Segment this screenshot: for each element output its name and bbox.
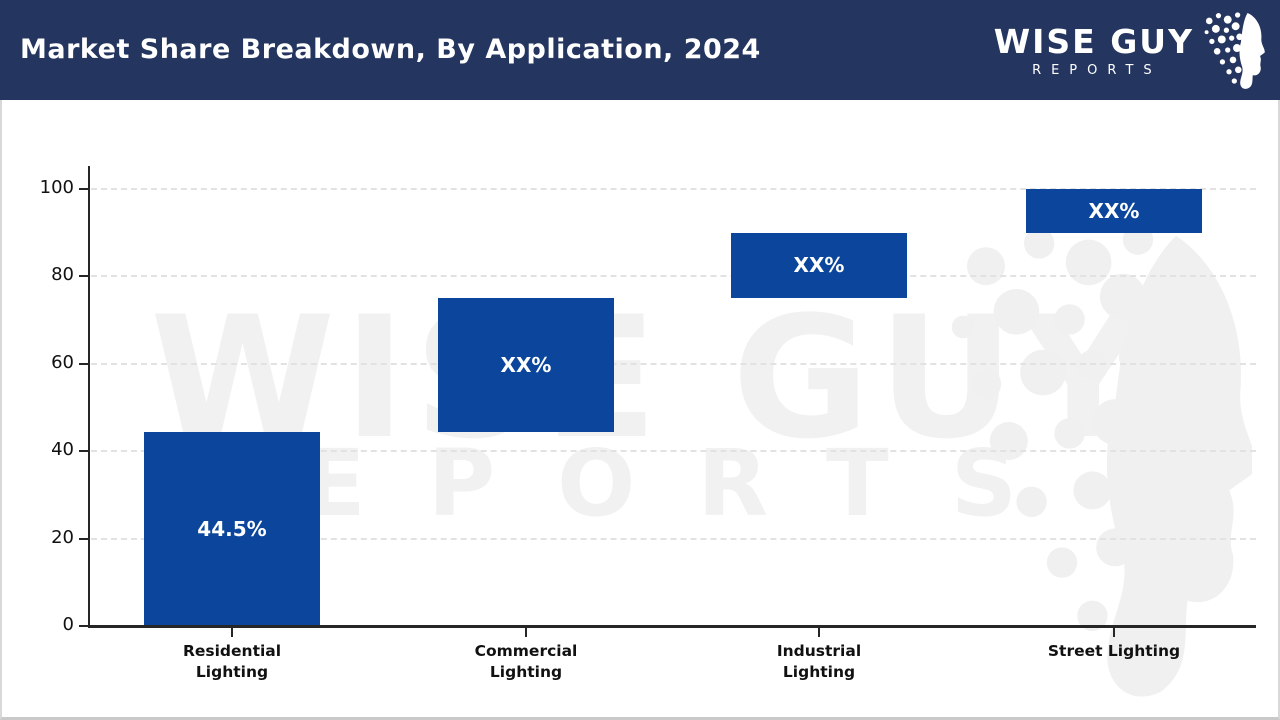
bar-segment: XX% [438,298,614,432]
x-category-label-line: Industrial [776,642,862,660]
y-tick-20 [79,537,88,540]
x-category-label-line: Street Lighting [1047,642,1181,660]
bar-value-label: 44.5% [197,516,267,541]
y-tick-label-20: 20 [51,526,74,548]
y-tick-100 [79,188,88,190]
y-tick-label-40: 40 [51,439,74,461]
x-category-label-line: Lighting [489,663,563,681]
x-category-label: Commercial Lighting [416,641,636,683]
x-category-label-line: Lighting [782,663,856,681]
bar-segment: 44.5% [144,431,320,626]
logo-wordmark: WISE GUY [993,22,1194,61]
header-bar: Market Share Breakdown, By Application, … [0,0,1280,100]
bar-value-label: XX% [500,352,552,377]
gridline-100 [91,188,1256,190]
x-category-label: Residential Lighting [122,641,342,683]
gridline-40 [91,450,1256,453]
bar-value-label: XX% [1088,198,1140,223]
y-tick-80 [79,275,88,278]
logo-subtitle: REPORTS [1032,63,1162,78]
logo-head-icon [1204,12,1265,89]
wise-guy-reports-logo: WISE GUY REPORTS [994,8,1266,92]
x-tick-0 [231,628,233,637]
x-tick-2 [818,628,820,637]
watermark-head-icon [951,224,1252,697]
bar-value-label: XX% [793,253,845,278]
gridline-80 [91,275,1256,278]
x-category-label: Industrial Lighting [709,641,929,683]
y-tick-label-100: 100 [39,177,74,198]
y-tick-label-0: 0 [62,614,74,635]
bar-segment: XX% [1026,189,1202,233]
y-tick-40 [79,450,88,453]
x-category-label: Street Lighting [1004,641,1224,662]
bar-segment: XX% [731,232,907,299]
logo-text: WISE GUY REPORTS [994,22,1194,78]
gridline-60 [91,362,1256,365]
x-tick-1 [525,628,527,637]
x-category-label-line: Residential [182,642,282,660]
x-category-label-line: Lighting [195,663,269,681]
chart-canvas: WISE GUY REPORTS 0 20 40 60 80 100 44.5% XX% XX… [0,100,1280,720]
x-tick-3 [1113,628,1115,637]
y-tick-label-60: 60 [51,351,74,373]
gridline-20 [91,537,1256,540]
y-axis-line [88,166,90,628]
x-axis-line [88,625,1256,628]
y-tick-0 [79,625,88,627]
x-category-label-line: Commercial [474,642,578,660]
page-title: Market Share Breakdown, By Application, … [20,34,761,65]
y-tick-label-80: 80 [51,264,74,286]
y-tick-60 [79,362,88,365]
